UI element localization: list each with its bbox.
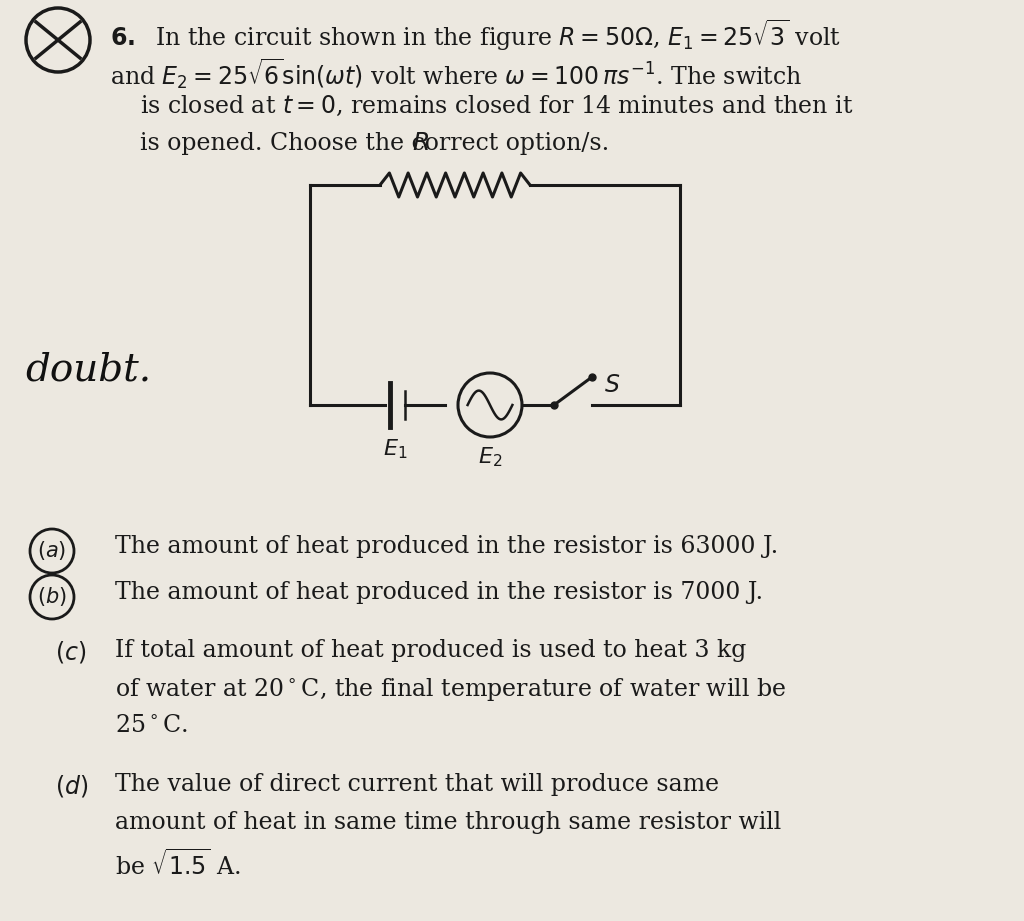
Text: The amount of heat produced in the resistor is 63000 J.: The amount of heat produced in the resis… xyxy=(115,535,778,558)
Text: $S$: $S$ xyxy=(604,374,621,397)
Text: The amount of heat produced in the resistor is 7000 J.: The amount of heat produced in the resis… xyxy=(115,581,763,604)
Text: and $E_2=25\sqrt{6}\sin(\omega t)$ volt where $\omega=100\,\pi s^{-1}$. The swit: and $E_2=25\sqrt{6}\sin(\omega t)$ volt … xyxy=(110,56,802,90)
Text: $(b)$: $(b)$ xyxy=(37,586,67,609)
Text: be $\sqrt{1.5}$ A.: be $\sqrt{1.5}$ A. xyxy=(115,849,241,880)
Text: $R$: $R$ xyxy=(412,132,428,155)
Text: $(c)$: $(c)$ xyxy=(55,639,86,665)
Text: $\mathbf{6.}$  In the circuit shown in the figure $R=50\Omega$, $E_1=25\sqrt{3}$: $\mathbf{6.}$ In the circuit shown in th… xyxy=(110,18,841,53)
Text: $E_1$: $E_1$ xyxy=(383,437,408,460)
Text: $E_2$: $E_2$ xyxy=(478,445,502,469)
Text: 25$^\circ$C.: 25$^\circ$C. xyxy=(115,715,188,738)
Text: is closed at $t=0$, remains closed for 14 minutes and then it: is closed at $t=0$, remains closed for 1… xyxy=(140,94,853,118)
Text: of water at 20$^\circ$C, the final temperature of water will be: of water at 20$^\circ$C, the final tempe… xyxy=(115,677,786,705)
Text: $(a)$: $(a)$ xyxy=(37,540,67,563)
Text: doubt.: doubt. xyxy=(25,352,152,389)
Text: $(d)$: $(d)$ xyxy=(55,773,88,799)
Text: If total amount of heat produced is used to heat 3 kg: If total amount of heat produced is used… xyxy=(115,639,746,662)
Text: is opened. Choose the correct option/s.: is opened. Choose the correct option/s. xyxy=(140,132,609,155)
Text: amount of heat in same time through same resistor will: amount of heat in same time through same… xyxy=(115,811,781,834)
Text: The value of direct current that will produce same: The value of direct current that will pr… xyxy=(115,773,719,796)
